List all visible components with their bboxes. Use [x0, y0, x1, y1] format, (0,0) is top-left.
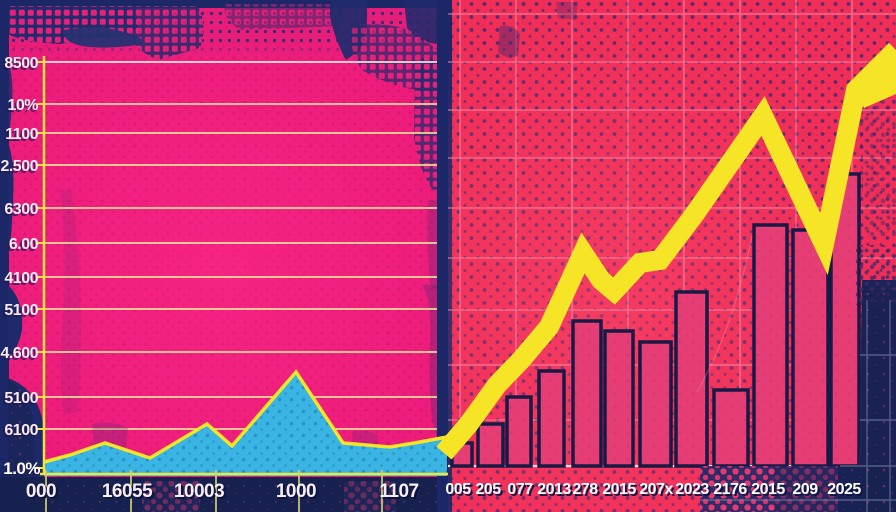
svg-text:10%: 10% — [7, 97, 38, 114]
svg-text:005: 005 — [445, 481, 471, 498]
svg-text:16055: 16055 — [102, 481, 153, 502]
svg-text:207x: 207x — [639, 481, 673, 498]
svg-text:2.500: 2.500 — [0, 158, 38, 175]
svg-text:4100: 4100 — [4, 270, 38, 287]
svg-text:2176: 2176 — [713, 481, 747, 498]
svg-text:6.00: 6.00 — [9, 236, 39, 253]
svg-text:6100: 6100 — [4, 422, 38, 439]
svg-text:077: 077 — [507, 481, 533, 498]
svg-text:1.0%: 1.0% — [3, 459, 40, 478]
svg-text:205: 205 — [475, 481, 501, 498]
svg-text:2015: 2015 — [751, 481, 785, 498]
svg-text:4.600: 4.600 — [0, 345, 38, 362]
svg-text:5100: 5100 — [4, 302, 38, 319]
svg-text:6300: 6300 — [4, 201, 38, 218]
svg-text:1100: 1100 — [5, 126, 38, 143]
svg-text:1107: 1107 — [379, 481, 418, 502]
svg-text:209: 209 — [792, 481, 818, 498]
svg-text:2015: 2015 — [602, 481, 636, 498]
svg-text:10003: 10003 — [174, 481, 224, 502]
svg-text:278: 278 — [572, 481, 598, 498]
svg-text:2023: 2023 — [675, 481, 709, 498]
svg-text:8500: 8500 — [4, 55, 38, 72]
svg-text:2025: 2025 — [827, 481, 861, 498]
svg-text:000: 000 — [26, 481, 56, 502]
svg-text:2013: 2013 — [537, 481, 571, 498]
svg-text:5100: 5100 — [4, 390, 38, 407]
svg-text:1000: 1000 — [276, 481, 316, 502]
